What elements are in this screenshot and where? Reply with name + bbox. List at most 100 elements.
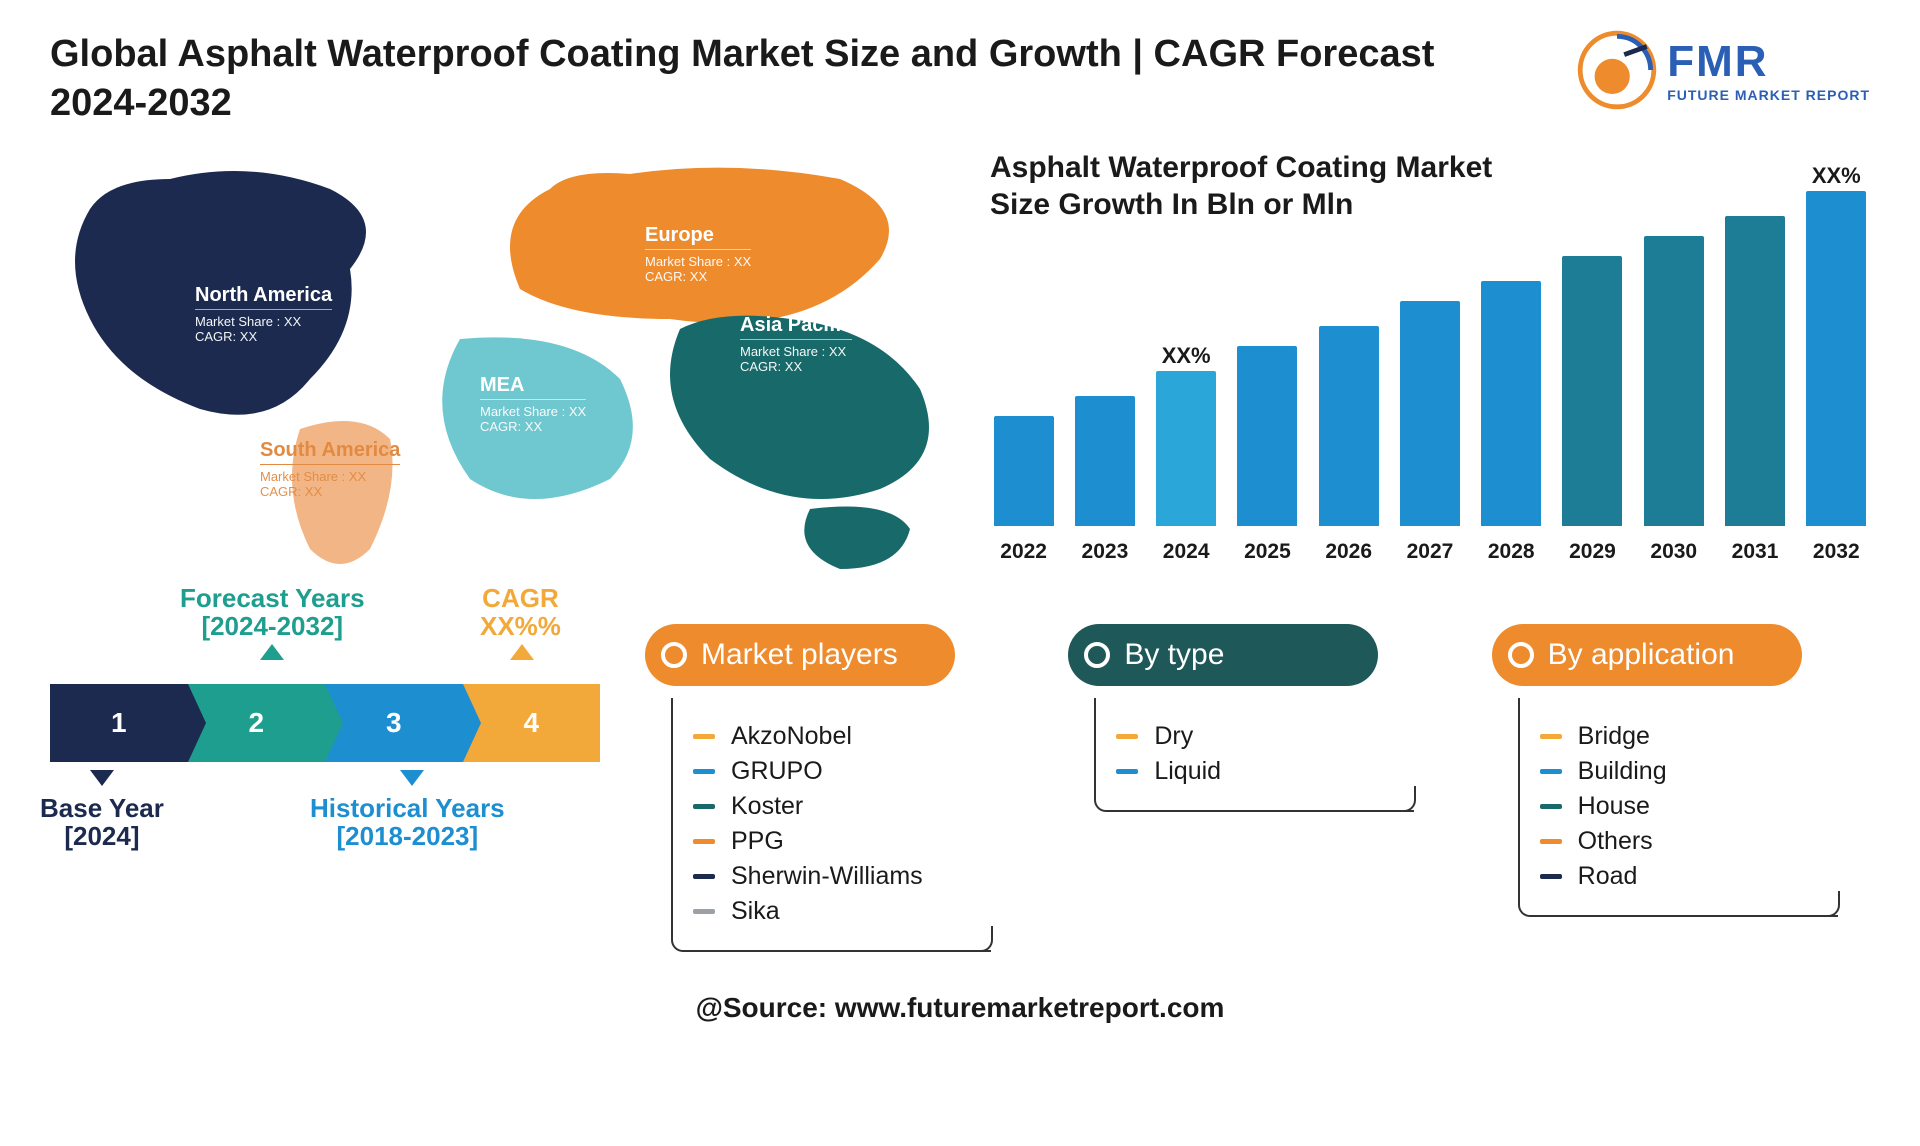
bar-rect [1644, 236, 1704, 526]
list-item-label: Building [1578, 757, 1667, 786]
bar-annotation: XX% [1812, 163, 1861, 189]
app-pill: By application [1492, 624, 1802, 686]
by-type: By type DryLiquid [1068, 624, 1446, 812]
list-item: Koster [693, 792, 991, 821]
bar-2025: 2025 [1234, 346, 1301, 564]
bar-2032: XX%2032 [1803, 191, 1870, 564]
bar-chart: Asphalt Waterproof Coating Market Size G… [990, 149, 1870, 589]
bar-2026: 2026 [1315, 326, 1382, 564]
bar-rect [1400, 301, 1460, 526]
bar-rect [1725, 216, 1785, 526]
timeline-seg-1: 1 [50, 684, 188, 762]
list-item-label: Sherwin-Williams [731, 862, 923, 891]
base-title: Base Year [40, 794, 164, 823]
dash-icon [693, 804, 715, 809]
region-label-sa: South AmericaMarket Share : XXCAGR: XX [260, 439, 400, 499]
base-label: Base Year [2024] [40, 794, 164, 851]
list-item-label: Sika [731, 897, 780, 926]
logo-sub: FUTURE MARKET REPORT [1667, 87, 1870, 103]
players-pill: Market players [645, 624, 955, 686]
bar-2027: 2027 [1396, 301, 1463, 564]
bar-annotation: XX% [1162, 343, 1211, 369]
region-label-ap: Asia PacificMarket Share : XXCAGR: XX [740, 314, 852, 374]
dash-icon [1540, 804, 1562, 809]
market-players: Market players AkzoNobel GRUPO Koster PPG Sh… [645, 624, 1023, 952]
source-line: @Source: www.futuremarketreport.com [50, 992, 1870, 1024]
list-item: Sika [693, 897, 991, 926]
timeline-seg-4: 4 [463, 684, 601, 762]
bar-rect [1806, 191, 1866, 526]
list-item: Liquid [1116, 757, 1414, 786]
timeline: Forecast Years [2024-2032] CAGR XX%% 123… [50, 654, 600, 762]
bottom-row: Forecast Years [2024-2032] CAGR XX%% 123… [50, 624, 1870, 952]
ap-au [804, 506, 910, 569]
forecast-label: Forecast Years [2024-2032] [180, 584, 365, 641]
list-item: PPG [693, 827, 991, 856]
base-sub: [2024] [40, 822, 164, 851]
region-label-mea: MEAMarket Share : XXCAGR: XX [480, 374, 586, 434]
type-list: Dry Liquid [1094, 698, 1414, 812]
logo-main: FMR [1667, 37, 1870, 87]
bar-year-label: 2025 [1244, 540, 1291, 564]
dash-icon [693, 769, 715, 774]
dash-icon [1540, 839, 1562, 844]
list-item-label: Bridge [1578, 722, 1650, 751]
list-item-label: Koster [731, 792, 803, 821]
bar-year-label: 2027 [1407, 540, 1454, 564]
region-label-na: North AmericaMarket Share : XXCAGR: XX [195, 284, 332, 344]
list-item-label: GRUPO [731, 757, 823, 786]
list-item: Sherwin-Williams [693, 862, 991, 891]
bar-year-label: 2024 [1163, 540, 1210, 564]
cagr-sub: XX%% [480, 612, 561, 641]
chart-area: 20222023XX%20242025202620272028202920302… [990, 234, 1870, 564]
list-item: House [1540, 792, 1838, 821]
bar-2028: 2028 [1478, 281, 1545, 564]
bar-rect [1237, 346, 1297, 526]
cagr-label: CAGR XX%% [480, 584, 561, 641]
bar-rect [1156, 371, 1216, 526]
bar-year-label: 2032 [1813, 540, 1860, 564]
bar-year-label: 2029 [1569, 540, 1616, 564]
list-item-label: PPG [731, 827, 784, 856]
bar-year-label: 2030 [1650, 540, 1697, 564]
list-item: Road [1540, 862, 1838, 891]
list-item: Bridge [1540, 722, 1838, 751]
bar-2030: 2030 [1640, 236, 1707, 564]
list-item-label: Liquid [1154, 757, 1221, 786]
bar-2031: 2031 [1721, 216, 1788, 564]
dash-icon [693, 839, 715, 844]
header: Global Asphalt Waterproof Coating Market… [50, 30, 1870, 129]
hist-title: Historical Years [310, 794, 505, 823]
forecast-sub: [2024-2032] [180, 612, 365, 641]
list-item-label: Road [1578, 862, 1638, 891]
bar-year-label: 2022 [1000, 540, 1047, 564]
list-item: Others [1540, 827, 1838, 856]
timeline-seg-3: 3 [325, 684, 463, 762]
timeline-bar: 1234 [50, 684, 600, 762]
list-item-label: Dry [1154, 722, 1193, 751]
bar-2029: 2029 [1559, 256, 1626, 564]
bar-year-label: 2026 [1325, 540, 1372, 564]
by-application: By application Bridge Building House Others… [1492, 624, 1870, 917]
bar-2024: XX%2024 [1153, 371, 1220, 564]
list-item-label: AkzoNobel [731, 722, 852, 751]
bar-rect [1562, 256, 1622, 526]
players-list: AkzoNobel GRUPO Koster PPG Sherwin-Williams S… [671, 698, 991, 952]
dash-icon [1116, 769, 1138, 774]
brand-logo: FMR FUTURE MARKET REPORT [1577, 30, 1870, 110]
fmr-logo-icon [1577, 30, 1657, 110]
bar-2023: 2023 [1071, 396, 1138, 564]
bar-rect [1319, 326, 1379, 526]
list-item-label: House [1578, 792, 1650, 821]
dash-icon [1540, 874, 1562, 879]
bar-rect [1481, 281, 1541, 526]
region-label-eu: EuropeMarket Share : XXCAGR: XX [645, 224, 751, 284]
hist-sub: [2018-2023] [310, 822, 505, 851]
world-map: North AmericaMarket Share : XXCAGR: XX So… [50, 149, 950, 589]
bar-year-label: 2028 [1488, 540, 1535, 564]
list-item: GRUPO [693, 757, 991, 786]
dash-icon [1540, 734, 1562, 739]
top-row: North AmericaMarket Share : XXCAGR: XX So… [50, 149, 1870, 589]
bar-2022: 2022 [990, 416, 1057, 564]
list-item: Dry [1116, 722, 1414, 751]
